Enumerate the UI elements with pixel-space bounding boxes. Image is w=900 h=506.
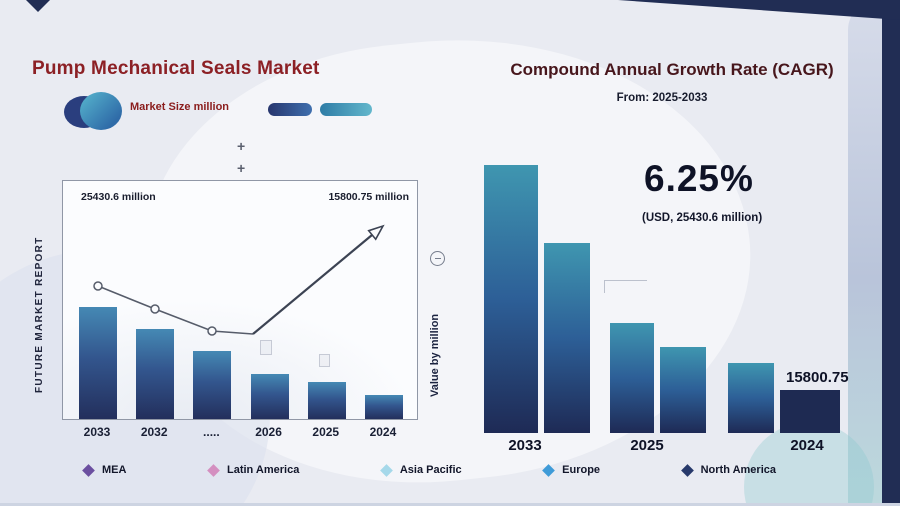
market-size-bar-..... (193, 351, 232, 419)
cagr-title: Compound Annual Growth Rate (CAGR) (510, 60, 834, 79)
legend-item-mea: MEA (82, 463, 127, 477)
cagr-value: 6.25% (644, 158, 754, 199)
legend-diamond-icon (379, 463, 393, 477)
left-axis-label-2024: 2024 (369, 425, 397, 439)
right-x-label: 2033 (508, 437, 542, 454)
region-legend: MEA Latin America Asia Pacific Europe North … (82, 463, 776, 477)
market-size-bar-2032 (136, 329, 175, 419)
cagr-bar-2024 (780, 390, 840, 433)
legend-label: Europe (562, 464, 601, 476)
top-left-notch (26, 0, 50, 12)
right-x-label: 2024 (790, 437, 824, 454)
legend-label: MEA (102, 464, 127, 476)
bottom-divider (0, 503, 900, 506)
left-axis-label-2032: 2032 (140, 425, 168, 439)
legend-label: Asia Pacific (399, 464, 462, 476)
plus-icon: + (237, 138, 246, 154)
chart-end-value: 15800.75 million (328, 191, 409, 203)
legend-diamond-icon (542, 463, 556, 477)
watermark-label: FUTURE MARKET REPORT (34, 236, 45, 394)
legend-item-latin-america: Latin America (207, 463, 300, 477)
cylinder-icon (64, 92, 124, 132)
cagr-subtitle: From: 2025-2033 (616, 92, 708, 104)
legend-diamond-icon (680, 463, 694, 477)
cagr-bar-group-2033 (484, 165, 590, 433)
cagr-note: (USD, 25430.6 million) (642, 212, 763, 224)
plus-icon: + (237, 160, 246, 176)
right-accent-band (848, 0, 882, 506)
circle-minus-icon (430, 251, 445, 266)
market-size-bar-2024 (364, 395, 403, 419)
cylinder-front-shape (80, 92, 122, 130)
legend-item-europe: Europe (542, 463, 601, 477)
right-x-label: 2025 (630, 437, 664, 454)
cagr-bar-2025 (660, 347, 706, 433)
left-axis-label-2033: 2033 (83, 425, 111, 439)
gradient-pill-icon (320, 103, 372, 116)
cagr-bar-2033 (484, 165, 538, 433)
market-size-bar-2033 (79, 307, 117, 419)
market-size-bars (79, 209, 403, 419)
cagr-bar-2024 (728, 363, 774, 433)
cagr-bar-group-2024 (728, 363, 840, 433)
gradient-pill-icon (268, 103, 312, 116)
minus-dash (434, 257, 441, 260)
series-legend-label: Market Size million (130, 101, 230, 113)
cagr-bar-group-2025 (610, 323, 706, 433)
cagr-bar-2025 (610, 323, 654, 433)
chart-background-wave (63, 299, 417, 419)
left-axis-label-.....: ..... (203, 425, 220, 439)
legend-item-asia-pacific: Asia Pacific (379, 463, 462, 477)
trend-line-and-arrow (93, 224, 385, 336)
bar-callout-value: 15800.75 (786, 369, 849, 386)
left-axis-label-2026: 2026 (255, 425, 282, 439)
top-corner-triangle (618, 0, 900, 20)
ghost-marker (319, 354, 330, 367)
left-x-axis: 2033 2032..... 2026 2025 2024 (78, 425, 402, 439)
market-size-bar-2025 (307, 382, 346, 419)
chart-start-value: 25430.6 million (81, 191, 156, 203)
y-axis-label: Value by million (429, 313, 441, 397)
legend-label: North America (700, 464, 776, 476)
ghost-marker (260, 340, 272, 355)
legend-diamond-icon (82, 463, 95, 477)
left-axis-label-2025: 2025 (312, 425, 340, 439)
page-title: Pump Mechanical Seals Market (32, 58, 320, 79)
market-size-chart: 25430.6 million 15800.75 million (62, 180, 418, 420)
market-size-bar-2026 (250, 374, 289, 419)
cagr-bar-2033 (544, 243, 590, 433)
legend-diamond-icon (207, 463, 220, 477)
right-accent-stripe (882, 0, 900, 506)
legend-item-north-america: North America (680, 463, 776, 477)
legend-label: Latin America (226, 464, 300, 476)
step-line-decoration (604, 280, 647, 293)
